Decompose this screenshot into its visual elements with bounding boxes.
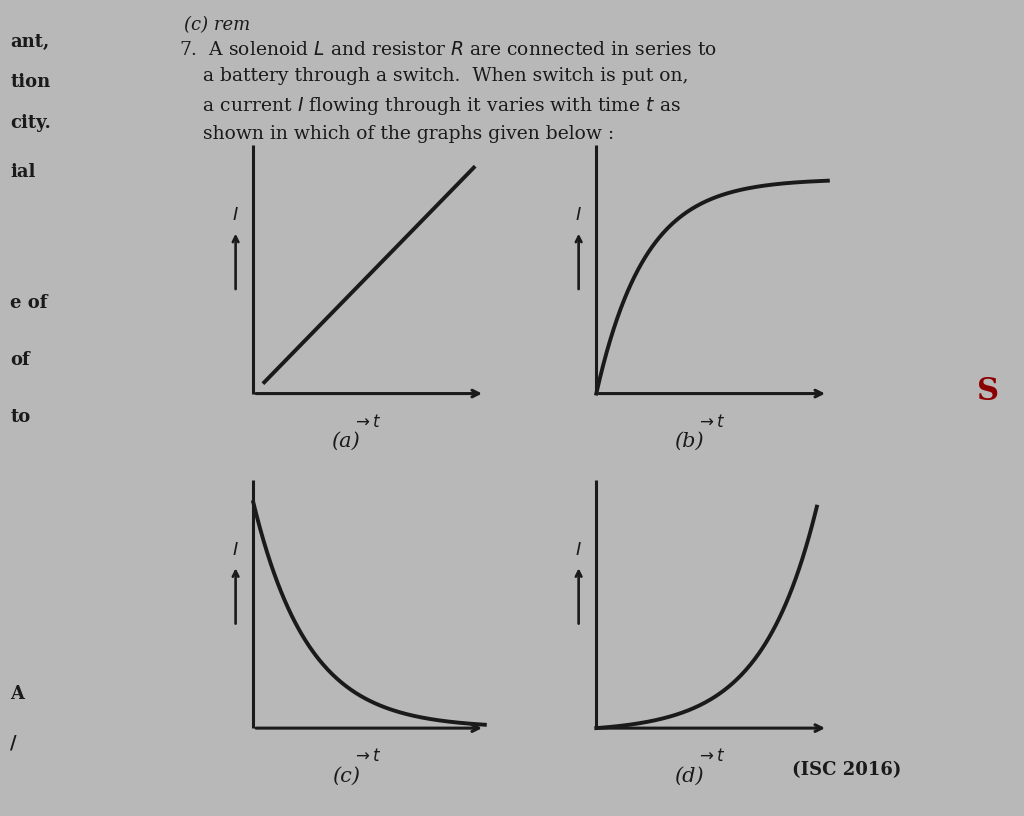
- Text: of: of: [10, 351, 30, 369]
- Text: $I$: $I$: [575, 206, 582, 224]
- Text: city.: city.: [10, 114, 51, 132]
- Text: /: /: [10, 734, 16, 752]
- Text: to: to: [10, 408, 31, 426]
- Text: ial: ial: [10, 163, 36, 181]
- Text: (d): (d): [674, 766, 703, 786]
- Text: tion: tion: [10, 73, 50, 91]
- Text: (a): (a): [332, 432, 360, 451]
- Text: A: A: [10, 685, 25, 703]
- Text: e of: e of: [10, 294, 48, 312]
- Text: $\rightarrow$$t$: $\rightarrow$$t$: [695, 414, 725, 431]
- Text: $\rightarrow$$t$: $\rightarrow$$t$: [352, 748, 382, 765]
- Text: $I$: $I$: [575, 541, 582, 559]
- Text: (c): (c): [332, 766, 359, 786]
- Text: S: S: [977, 376, 999, 407]
- Text: $\rightarrow$$t$: $\rightarrow$$t$: [352, 414, 382, 431]
- Text: $\rightarrow$$t$: $\rightarrow$$t$: [695, 748, 725, 765]
- Text: $I$: $I$: [232, 206, 239, 224]
- Text: ant,: ant,: [10, 33, 49, 51]
- Text: 7.  A solenoid $L$ and resistor $R$ are connected in series to
    a battery thr: 7. A solenoid $L$ and resistor $R$ are c…: [179, 41, 717, 143]
- Text: (ISC 2016): (ISC 2016): [792, 761, 901, 779]
- Text: $I$: $I$: [232, 541, 239, 559]
- Text: (c) rem: (c) rem: [184, 16, 251, 34]
- Text: (b): (b): [674, 432, 703, 451]
